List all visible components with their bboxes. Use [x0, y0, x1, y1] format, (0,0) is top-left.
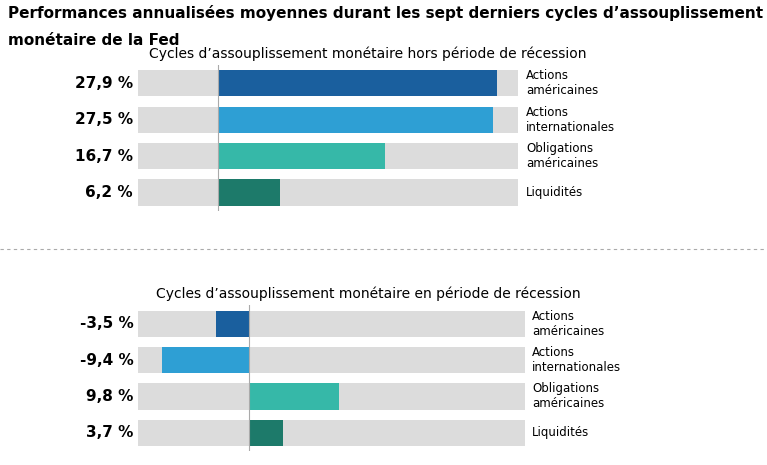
Bar: [249, 383, 339, 410]
Bar: [249, 420, 282, 446]
Bar: [138, 106, 518, 133]
Bar: [218, 106, 493, 133]
Text: 6,2 %: 6,2 %: [85, 185, 133, 200]
Text: -9,4 %: -9,4 %: [80, 352, 133, 367]
Text: 27,5 %: 27,5 %: [75, 112, 133, 127]
Text: Actions
internationales: Actions internationales: [532, 346, 621, 374]
Bar: [218, 143, 385, 169]
Text: 3,7 %: 3,7 %: [86, 425, 133, 440]
Bar: [218, 70, 497, 96]
Title: Cycles d’assouplissement monétaire hors période de récession: Cycles d’assouplissement monétaire hors …: [150, 46, 587, 61]
Text: Actions
américaines: Actions américaines: [532, 310, 604, 338]
Bar: [138, 347, 525, 373]
Text: Obligations
américaines: Obligations américaines: [526, 142, 598, 170]
Text: 16,7 %: 16,7 %: [75, 149, 133, 164]
Text: Actions
internationales: Actions internationales: [526, 106, 615, 134]
Text: Actions
américaines: Actions américaines: [526, 69, 598, 97]
Text: 9,8 %: 9,8 %: [86, 389, 133, 404]
Text: -3,5 %: -3,5 %: [80, 316, 133, 331]
Bar: [138, 383, 525, 410]
Text: monétaire de la Fed: monétaire de la Fed: [8, 33, 179, 47]
Bar: [138, 179, 518, 206]
Bar: [138, 70, 518, 96]
Text: Obligations
américaines: Obligations américaines: [532, 382, 604, 411]
Bar: [138, 420, 525, 446]
Text: 27,9 %: 27,9 %: [75, 76, 133, 91]
Bar: [138, 143, 518, 169]
Text: Liquidités: Liquidités: [532, 426, 589, 439]
Bar: [218, 179, 280, 206]
Title: Cycles d’assouplissement monétaire en période de récession: Cycles d’assouplissement monétaire en pé…: [156, 287, 581, 301]
Bar: [216, 311, 249, 337]
Text: Liquidités: Liquidités: [526, 186, 584, 199]
Text: Performances annualisées moyennes durant les sept derniers cycles d’assouplissem: Performances annualisées moyennes durant…: [8, 5, 763, 20]
Bar: [162, 347, 249, 373]
Bar: [138, 311, 525, 337]
